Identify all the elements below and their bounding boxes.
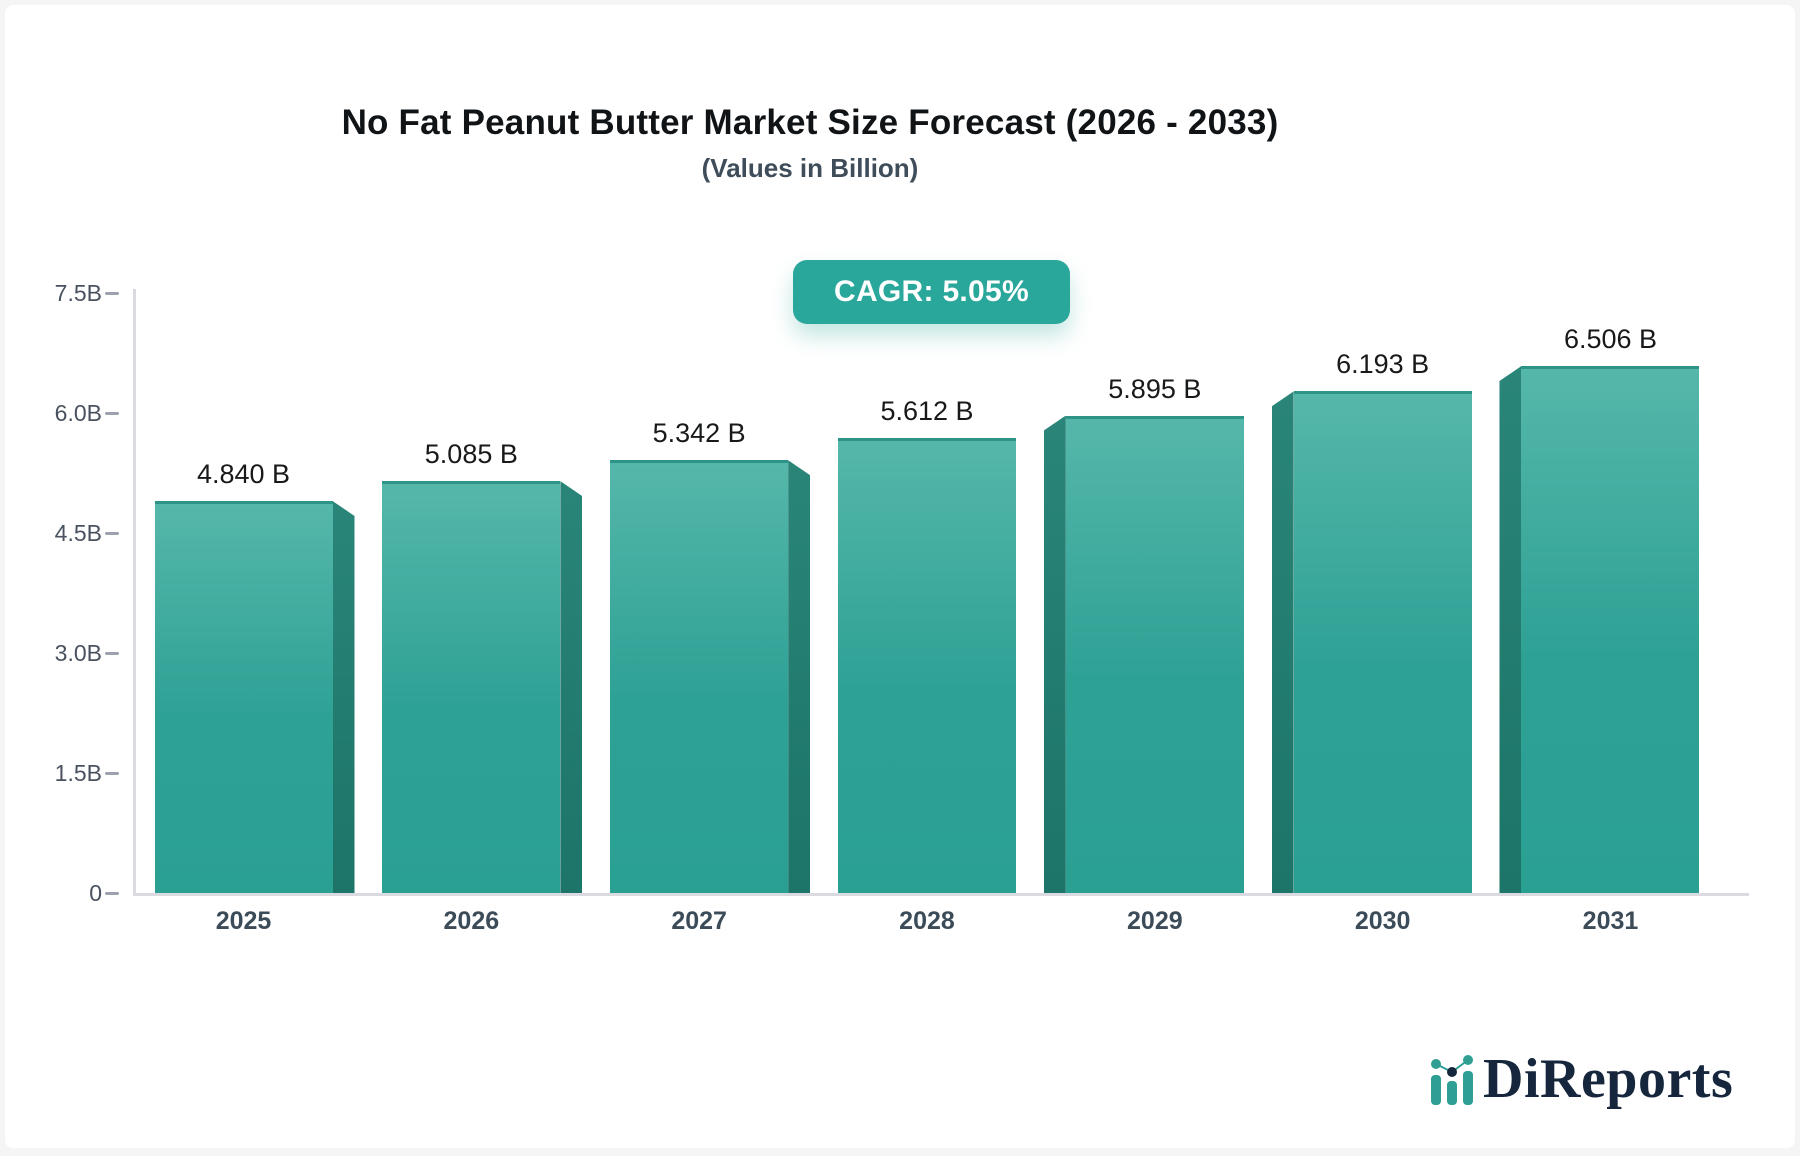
x-axis-line [133, 893, 1749, 896]
x-axis-label: 2027 [671, 907, 727, 935]
chart-subtitle: (Values in Billion) [701, 153, 919, 183]
bar-2028[interactable] [837, 438, 1016, 893]
bar-side-face [332, 500, 355, 893]
brand-logo-icon [1431, 1055, 1473, 1105]
y-axis-label: 0 [89, 880, 102, 906]
bar-value-label: 6.506 B [1563, 324, 1658, 354]
x-axis-label: 2030 [1354, 907, 1411, 935]
cagr-badge: CAGR: 5.05% [793, 260, 1070, 324]
y-axis-tick [105, 412, 119, 415]
bar-side-face [1043, 415, 1066, 893]
bar-2027[interactable] [610, 460, 789, 893]
y-axis-tick [105, 772, 119, 775]
bar-2026[interactable] [382, 481, 561, 893]
y-axis-label: 1.5B [54, 760, 102, 786]
y-axis-line [133, 289, 136, 895]
bar-value-label: 5.612 B [880, 396, 974, 427]
y-axis-tick [105, 652, 119, 655]
chart-title: No Fat Peanut Butter Market Size Forecas… [341, 103, 1279, 142]
cagr-badge-label: CAGR: 5.05% [833, 275, 1030, 308]
y-axis-tick [105, 292, 119, 295]
bar-side-face [560, 481, 583, 893]
bar-side-face [1271, 391, 1294, 893]
brand-logo: DiReports [1429, 1035, 1733, 1107]
chart-card: No Fat Peanut Butter Market Size Forecas… [5, 5, 1795, 1148]
bar-2025[interactable] [154, 500, 333, 893]
y-axis-label: 3.0B [54, 640, 102, 666]
x-axis-label: 2026 [443, 907, 500, 935]
y-axis-label: 4.5B [54, 520, 102, 546]
bar-value-label: 6.193 B [1336, 349, 1430, 380]
bar-value-label: 5.342 B [652, 418, 746, 449]
bar-side-face [1499, 366, 1522, 893]
bar-2031[interactable] [1521, 366, 1700, 893]
bar-value-label: 5.895 B [1108, 373, 1202, 404]
x-axis-label: 2025 [215, 907, 272, 935]
brand-name: DiReports [1483, 1048, 1734, 1110]
y-axis-label: 7.5B [54, 280, 102, 306]
y-axis-tick [105, 532, 119, 535]
bar-2029[interactable] [1065, 415, 1244, 893]
bar-value-label: 5.085 B [424, 439, 518, 470]
y-axis-label: 6.0B [54, 400, 102, 426]
bar-side-face [788, 460, 811, 893]
bar-value-label: 4.840 B [196, 458, 291, 489]
y-axis-tick [105, 892, 119, 895]
x-axis-label: 2029 [1127, 907, 1183, 935]
x-axis-label: 2028 [899, 907, 955, 935]
x-axis-label: 2031 [1582, 907, 1639, 935]
bar-2030[interactable] [1293, 391, 1472, 893]
